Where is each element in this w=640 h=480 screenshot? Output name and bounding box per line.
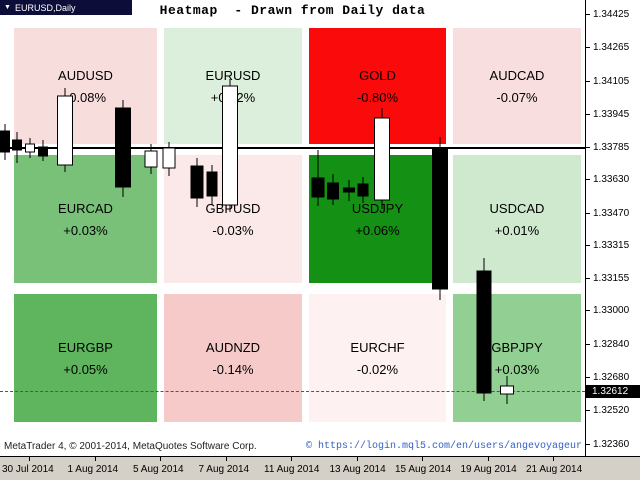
tile-change: +0.01% xyxy=(494,222,540,238)
heatmap-tile-usdjpy: USDJPY +0.06% xyxy=(309,155,446,283)
date-axis-label: 15 Aug 2014 xyxy=(395,464,452,475)
level-line xyxy=(0,147,585,149)
date-tick xyxy=(94,457,96,461)
tile-symbol: EURUSD xyxy=(205,67,261,83)
price-axis-label: 1.32360 xyxy=(593,438,630,450)
chart-area[interactable]: AUDUSD -0.08% EURUSD +0.02% GOLD -0.80% AUDCAD… xyxy=(0,0,585,456)
tile-symbol: GBPJPY xyxy=(491,339,543,355)
heatmap-tile-audcad: AUDCAD -0.07% xyxy=(453,28,581,144)
tile-symbol: USDCAD xyxy=(489,200,545,216)
price-axis-label: 1.33470 xyxy=(593,207,630,219)
price-tick xyxy=(586,444,590,445)
tile-change: -0.14% xyxy=(212,361,254,377)
heatmap-tile-audusd: AUDUSD -0.08% xyxy=(14,28,157,144)
indicator-title: Heatmap - Drawn from Daily data xyxy=(159,3,426,18)
date-axis-label: 21 Aug 2014 xyxy=(526,464,583,475)
price-axis-label: 1.34265 xyxy=(593,42,630,54)
date-axis-label: 7 Aug 2014 xyxy=(198,464,250,475)
date-axis-label: 11 Aug 2014 xyxy=(264,464,320,475)
tile-symbol: EURCHF xyxy=(350,339,405,355)
date-tick xyxy=(422,457,423,461)
tile-change: -0.03% xyxy=(212,222,254,238)
tile-change: -0.02% xyxy=(356,361,399,377)
heatmap-tile-eurusd: EURUSD +0.02% xyxy=(164,28,302,144)
tile-change: +0.03% xyxy=(494,361,540,377)
tile-change: -0.07% xyxy=(496,89,538,105)
price-axis-label: 1.33000 xyxy=(593,305,630,317)
price-tick xyxy=(586,114,590,115)
date-tick xyxy=(160,457,161,461)
date-tick xyxy=(225,457,227,461)
price-axis-label: 1.34105 xyxy=(593,75,630,87)
price-tick xyxy=(586,147,590,148)
date-tick xyxy=(356,457,358,461)
tile-symbol: GOLD xyxy=(359,67,396,83)
date-axis-label: 13 Aug 2014 xyxy=(329,464,386,475)
date-tick xyxy=(29,457,30,461)
price-tick xyxy=(586,245,590,246)
date-axis-label: 1 Aug 2014 xyxy=(67,464,119,475)
heatmap-tile-eurchf: EURCHF -0.02% xyxy=(309,294,446,422)
tile-change: +0.06% xyxy=(355,222,400,238)
price-axis-label: 1.33945 xyxy=(593,108,630,120)
heatmap-tile-eurgbp: EURGBP +0.05% xyxy=(14,294,157,422)
heatmap-tile-gold: GOLD -0.80% xyxy=(309,28,446,144)
tile-symbol: EURCAD xyxy=(58,200,113,216)
date-tick xyxy=(291,457,292,461)
chart-symbol-label: EURUSD,Daily xyxy=(14,2,76,13)
date-axis-label: 30 Jul 2014 xyxy=(2,464,54,475)
heatmap-tile-usdcad: USDCAD +0.01% xyxy=(453,155,581,283)
price-tick xyxy=(586,278,590,279)
tile-change: +0.05% xyxy=(63,361,108,377)
tile-symbol: GBPUSD xyxy=(205,200,261,216)
price-tick xyxy=(586,81,590,82)
price-tick xyxy=(586,47,590,48)
tile-change: +0.03% xyxy=(63,222,108,238)
tile-change: -0.08% xyxy=(64,89,107,105)
price-axis-label: 1.33630 xyxy=(593,174,630,186)
tile-symbol: AUDNZD xyxy=(205,339,261,355)
bid-price-line xyxy=(0,391,585,392)
date-axis[interactable]: 30 Jul 2014 1 Aug 2014 5 Aug 2014 7 Aug 201… xyxy=(0,456,640,480)
heatmap-tile-gbpjpy: GBPJPY +0.03% xyxy=(453,294,581,422)
price-axis-label: 1.32840 xyxy=(593,338,630,350)
price-tick xyxy=(586,179,590,180)
credit-link[interactable]: © https://login.mql5.com/en/users/angevo… xyxy=(305,441,582,452)
date-tick xyxy=(487,457,489,461)
price-axis-label: 1.32680 xyxy=(593,371,630,383)
price-axis-label: 1.32520 xyxy=(593,405,630,417)
tile-change: -0.80% xyxy=(356,89,399,105)
price-axis-label: 1.33785 xyxy=(593,142,630,154)
price-tick xyxy=(586,213,590,214)
tile-change: +0.02% xyxy=(210,89,256,105)
watermark: MetaTrader 4, © 2001-2014, MetaQuotes So… xyxy=(4,441,257,452)
tile-symbol: AUDUSD xyxy=(58,67,113,83)
price-tick xyxy=(586,344,590,345)
price-axis-label: 1.33315 xyxy=(593,239,630,251)
chart-titlebar[interactable]: ▼ EURUSD,Daily xyxy=(0,0,132,15)
date-tick xyxy=(553,457,554,461)
tile-symbol: AUDCAD xyxy=(489,67,545,83)
heatmap-tile-audnzd: AUDNZD -0.14% xyxy=(164,294,302,422)
price-axis-label: 1.34425 xyxy=(593,9,630,20)
current-price-badge: 1.32612 xyxy=(586,385,640,398)
heatmap-tile-eurcad: EURCAD +0.03% xyxy=(14,155,157,283)
price-axis-label: 1.33155 xyxy=(593,273,630,285)
tile-symbol: EURGBP xyxy=(58,339,113,355)
tile-symbol: USDJPY xyxy=(351,200,404,216)
price-axis[interactable]: 1.32612 1.34425 1.34265 1.34105 1.33945 1.33… xyxy=(585,0,640,456)
date-axis-label: 5 Aug 2014 xyxy=(133,464,184,475)
chevron-down-icon: ▼ xyxy=(4,4,11,11)
price-tick xyxy=(586,377,590,378)
price-tick xyxy=(586,410,590,411)
price-tick xyxy=(586,14,590,15)
price-tick xyxy=(586,310,590,311)
heatmap-tile-gbpusd: GBPUSD -0.03% xyxy=(164,155,302,283)
date-axis-label: 19 Aug 2014 xyxy=(460,464,517,475)
